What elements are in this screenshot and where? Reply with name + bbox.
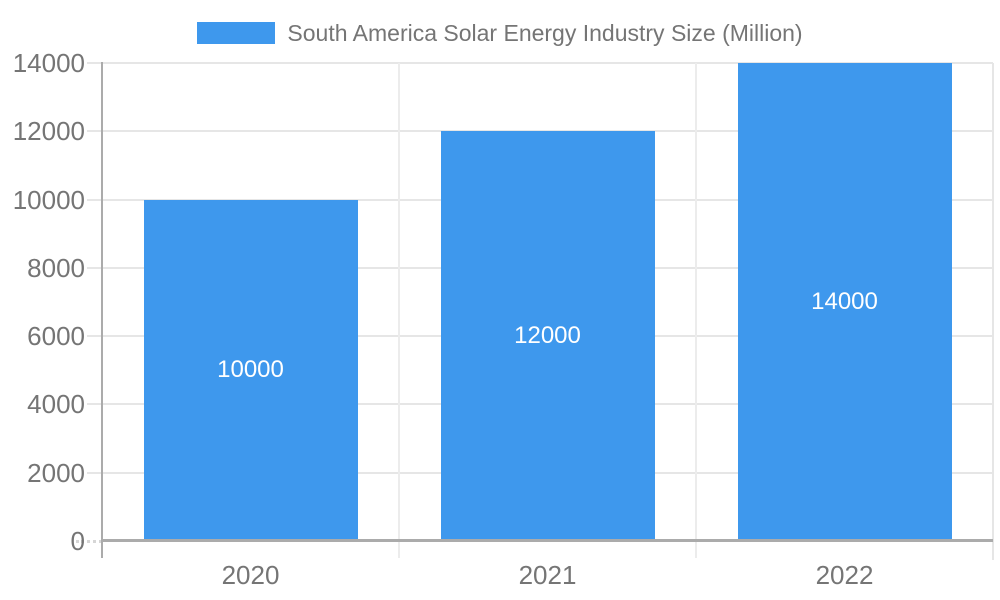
bar-value-label: 14000: [811, 288, 878, 315]
chart-legend: South America Solar Energy Industry Size…: [0, 20, 1000, 46]
zero-tick: [76, 540, 102, 543]
gridline: [87, 62, 993, 64]
x-tick-label: 2022: [815, 560, 874, 590]
x-tick-label: 2020: [221, 560, 280, 590]
legend-label: South America Solar Energy Industry Size…: [287, 19, 803, 46]
y-tick-label: 6000: [27, 321, 85, 352]
y-tick-label: 2000: [27, 457, 85, 488]
y-tick-label: 0: [70, 526, 85, 556]
y-tick-label: 10000: [12, 184, 85, 215]
bar-value-label: 12000: [514, 322, 581, 350]
plot-right-border: [992, 63, 994, 560]
y-tick-label: 14000: [12, 48, 85, 78]
bar: 10000: [143, 199, 358, 541]
bar: 14000: [737, 63, 952, 541]
bar: 12000: [440, 131, 655, 541]
x-axis-line: [101, 539, 993, 542]
x-tick-label: 2021: [518, 560, 577, 590]
bar-value-label: 10000: [217, 356, 284, 384]
y-axis-line: [101, 62, 103, 558]
vertical-gridline: [695, 63, 697, 558]
legend-swatch: [197, 22, 276, 44]
vertical-gridline: [398, 63, 400, 558]
y-tick-label: 4000: [27, 389, 85, 420]
y-tick-label: 8000: [27, 252, 85, 283]
y-tick-label: 12000: [12, 116, 85, 147]
